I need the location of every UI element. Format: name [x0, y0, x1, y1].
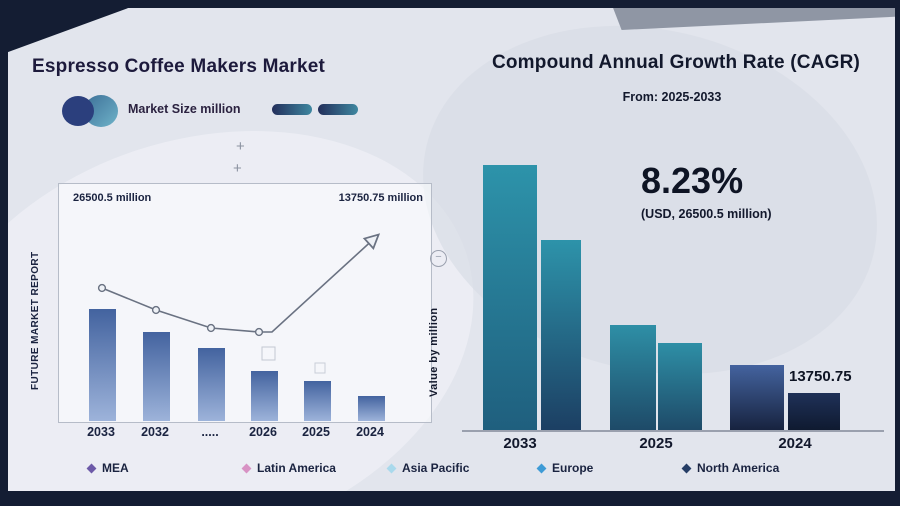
legend-item: Asia Pacific	[386, 461, 470, 475]
chart-max-value-label: 26500.5 million	[73, 192, 152, 204]
frame-right	[895, 0, 900, 506]
market-size-bar	[198, 348, 225, 421]
frame-top	[0, 0, 900, 8]
chart-min-value-label: 13750.75 million	[338, 192, 423, 204]
blob-circle-left	[62, 96, 94, 126]
cagr-bar	[730, 365, 784, 430]
x-axis-label: 2033	[87, 425, 115, 439]
legend-label: Asia Pacific	[402, 461, 470, 475]
legend-label: North America	[697, 461, 780, 475]
x-axis-label: 2026	[249, 425, 277, 439]
x-axis-label: 2033	[503, 435, 537, 452]
legend-item: Latin America	[241, 461, 336, 475]
end-value-label: 13750.75	[789, 368, 852, 385]
cagr-detail: (USD, 26500.5 million)	[641, 207, 772, 221]
plus-decor: +	[233, 160, 242, 177]
cagr-bar	[610, 325, 656, 430]
x-axis-label: 2025	[639, 435, 673, 452]
region-legend: MEA Latin America Asia Pacific Europe North …	[0, 461, 900, 481]
market-size-bar	[89, 309, 116, 421]
legend-label: Europe	[552, 461, 594, 475]
cagr-subtitle: From: 2025-2033	[622, 90, 722, 104]
corner-triangle	[0, 0, 150, 55]
legend-label: Latin America	[257, 461, 336, 475]
frame-left	[0, 0, 8, 506]
cagr-baseline	[462, 430, 884, 432]
legend-marker-icon	[86, 463, 97, 473]
market-size-x-axis: 2033 2032..... 2026 2025 2024	[58, 425, 430, 441]
market-size-chart: 26500.5 million 13750.75 million	[58, 183, 432, 423]
legend-item: Europe	[536, 461, 594, 475]
market-size-bar	[251, 371, 278, 421]
market-size-blob-icon	[62, 95, 120, 127]
x-axis-label: 2024	[356, 425, 384, 439]
cagr-chart	[460, 160, 890, 430]
frame-bottom	[0, 491, 900, 506]
x-axis-label: 2025	[302, 425, 330, 439]
cagr-bar	[483, 165, 537, 430]
legend-marker-icon	[681, 463, 692, 473]
market-size-bar	[143, 332, 170, 421]
cagr-bar	[658, 343, 702, 430]
plus-decor: +	[236, 138, 245, 155]
future-market-report-label: FUTURE MARKET REPORT	[30, 251, 41, 390]
market-size-bar	[304, 381, 331, 421]
market-size-bars	[59, 184, 431, 422]
legend-marker-icon	[241, 463, 252, 473]
cagr-bar	[788, 393, 840, 430]
market-size-legend-label: Market Size million	[128, 102, 241, 116]
circle-minus-decor: −	[430, 250, 447, 267]
x-axis-label: 2024	[778, 435, 812, 452]
cagr-value: 8.23%	[641, 160, 744, 201]
size-pill-icon	[318, 104, 358, 115]
cagr-x-axis: 2033 2025 2024	[460, 435, 890, 453]
value-axis-label: Value by million	[428, 307, 440, 397]
legend-item: MEA	[86, 461, 129, 475]
trend-arrow-icon	[97, 233, 381, 374]
legend-label: MEA	[102, 461, 129, 475]
market-size-bar	[358, 396, 385, 421]
legend-item: North America	[681, 461, 780, 475]
x-axis-label: .....	[201, 425, 219, 439]
legend-marker-icon	[386, 463, 397, 473]
left-title: Espresso Coffee Makers Market	[32, 56, 326, 77]
x-axis-label: 2032	[141, 425, 169, 439]
cagr-title: Compound Annual Growth Rate (CAGR)	[491, 52, 861, 73]
size-pill-icon	[272, 104, 312, 115]
legend-marker-icon	[536, 463, 547, 473]
cagr-bar	[541, 240, 581, 430]
